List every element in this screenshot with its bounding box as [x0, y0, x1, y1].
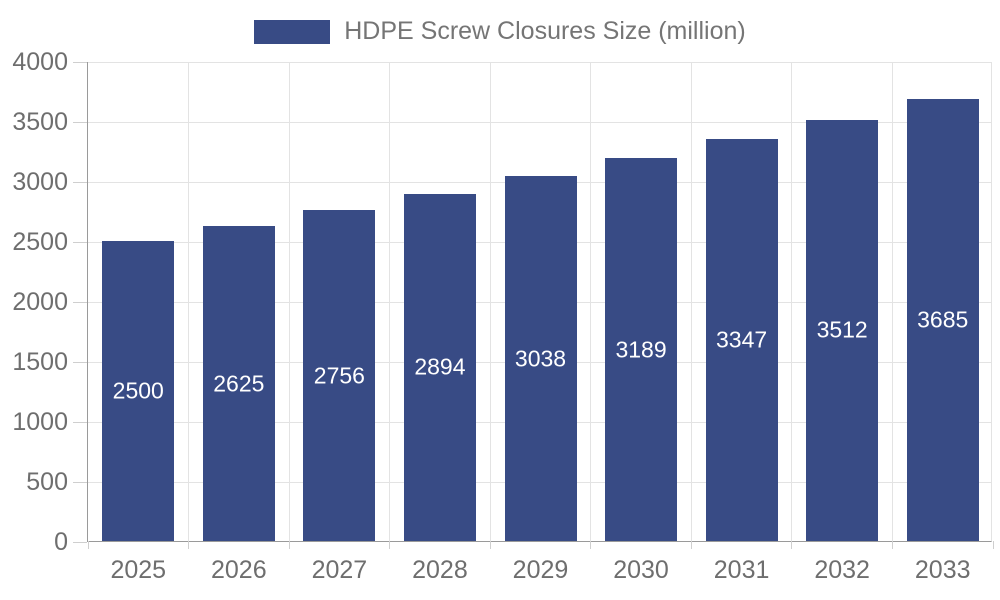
gridline-vertical: [288, 62, 290, 541]
bar[interactable]: 2894: [403, 193, 476, 541]
bar-value-label: 3347: [716, 326, 768, 353]
bar-value-label: 2894: [414, 353, 466, 380]
y-tick-label: 4000: [12, 48, 68, 76]
y-tick-label: 2500: [12, 228, 68, 256]
bar-value-label: 2500: [112, 377, 164, 404]
x-tick-label: 2028: [412, 556, 468, 584]
gridline-vertical: [791, 62, 793, 541]
y-tick-label: 3500: [12, 108, 68, 136]
bar[interactable]: 3512: [806, 119, 879, 541]
x-tick-label: 2031: [713, 556, 770, 584]
x-axis-tick: [87, 541, 89, 549]
bar-value-label: 3189: [615, 336, 667, 363]
x-axis-tick: [690, 541, 692, 549]
x-axis-tick: [188, 541, 190, 549]
y-axis-tick: [73, 241, 87, 243]
legend-label: HDPE Screw Closures Size (million): [344, 17, 746, 45]
y-axis-tick: [73, 181, 87, 183]
x-axis-tick: [891, 541, 893, 549]
y-axis-tick: [73, 481, 87, 483]
gridline-vertical: [590, 62, 592, 541]
bar-value-label: 2756: [313, 362, 365, 389]
x-tick-label: 2030: [613, 556, 669, 584]
gridline-vertical: [389, 62, 391, 541]
bar-value-label: 3038: [514, 345, 567, 372]
x-axis-tick: [489, 541, 491, 549]
y-axis-tick: [73, 301, 87, 303]
bar[interactable]: 3685: [906, 98, 979, 541]
x-axis-tick: [791, 541, 793, 549]
gridline-vertical: [891, 62, 893, 541]
y-tick-label: 0: [54, 528, 68, 556]
gridline-horizontal: [88, 121, 991, 123]
x-tick-label: 2027: [311, 556, 368, 584]
y-tick-label: 1000: [12, 408, 68, 436]
gridline-horizontal: [88, 61, 991, 63]
y-tick-label: 500: [26, 468, 68, 496]
gridline-vertical: [489, 62, 491, 541]
y-axis-tick: [73, 361, 87, 363]
y-axis-tick: [73, 61, 87, 63]
bar-value-label: 2625: [213, 370, 265, 396]
bar[interactable]: 2625: [202, 226, 275, 541]
y-axis-tick: [73, 421, 87, 423]
x-tick-label: 2033: [914, 556, 971, 584]
bar[interactable]: 3347: [705, 139, 778, 541]
legend-swatch: [254, 19, 331, 44]
gridline-vertical: [188, 62, 190, 541]
bar[interactable]: 2756: [303, 210, 376, 541]
x-tick-label: 2026: [211, 556, 267, 584]
y-axis-tick: [73, 541, 87, 543]
x-tick-label: 2025: [110, 556, 167, 584]
bar-value-label: 3512: [816, 316, 868, 343]
legend-item[interactable]: HDPE Screw Closures Size (million): [0, 17, 1000, 46]
y-tick-label: 3000: [12, 168, 68, 196]
x-axis-tick: [288, 541, 290, 549]
x-axis-tick: [389, 541, 391, 549]
bar[interactable]: 3189: [605, 158, 678, 541]
y-tick-label: 2000: [12, 288, 68, 316]
bar-value-label: 3685: [917, 306, 969, 333]
x-tick-label: 2032: [814, 556, 870, 584]
bar[interactable]: 3038: [504, 176, 577, 541]
x-tick-label: 2029: [512, 556, 569, 584]
plot-area: 0 500 1000 1500 2000 2500 3000 3500 4000 2500 2025…: [12, 49, 994, 584]
y-tick-label: 1500: [12, 348, 68, 376]
gridline-vertical: [690, 62, 692, 541]
bar[interactable]: 2500: [102, 241, 175, 541]
y-axis-tick: [73, 121, 87, 123]
x-axis-tick: [992, 541, 994, 549]
x-axis-tick: [590, 541, 592, 549]
